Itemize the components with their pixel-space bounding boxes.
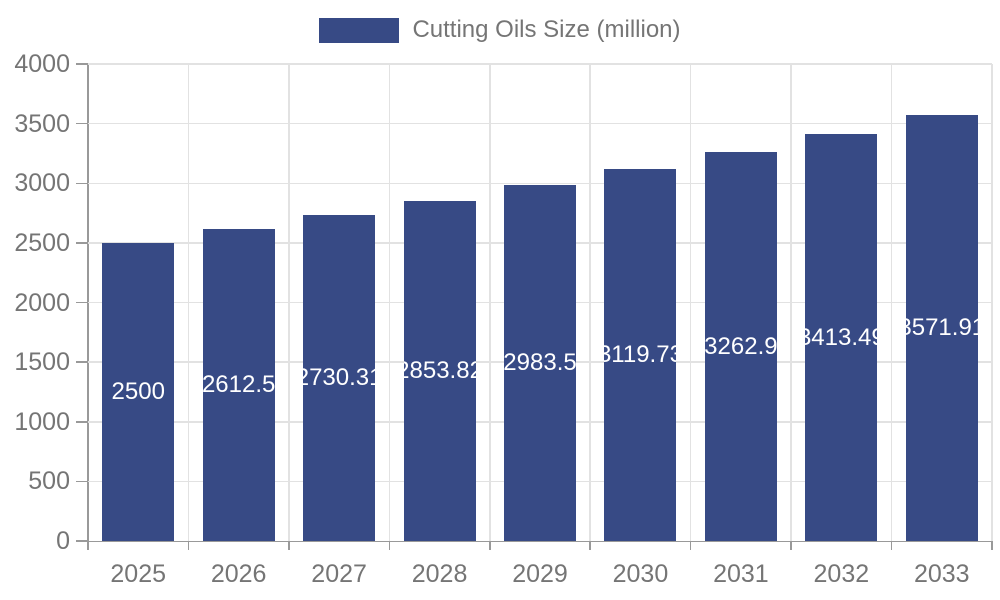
- v-gridline: [991, 64, 993, 541]
- h-gridline: [88, 122, 992, 125]
- y-axis-tick: [76, 301, 88, 304]
- v-gridline: [288, 64, 290, 541]
- bar[interactable]: 3262.9: [704, 152, 777, 541]
- v-gridline: [388, 64, 391, 541]
- bar-value-label: 2730.31: [303, 364, 375, 391]
- x-axis-tick: [388, 541, 391, 550]
- y-axis-tick: [76, 122, 88, 125]
- y-axis-tick-label: 2500: [14, 228, 70, 257]
- bar-value-label: 3262.9: [704, 332, 777, 360]
- y-axis-tick: [76, 421, 88, 423]
- x-axis-tick-label: 2032: [813, 560, 870, 588]
- bar-value-label: 2500: [111, 378, 165, 405]
- bar-value-label: 3571.91: [906, 314, 978, 341]
- v-gridline: [187, 64, 190, 541]
- bar-value-label: 3413.49: [805, 323, 877, 351]
- bar-value-label: 3119.73: [604, 341, 677, 368]
- y-axis-tick-label: 3500: [14, 109, 70, 138]
- x-axis-tick-label: 2026: [210, 560, 267, 588]
- bar-value-label: 2853.82: [404, 357, 476, 384]
- x-axis-tick-label: 2027: [311, 560, 367, 588]
- y-axis-tick: [76, 182, 88, 184]
- h-gridline: [88, 182, 992, 184]
- y-axis-tick-label: 0: [56, 527, 70, 555]
- bar[interactable]: 2730.31: [303, 215, 376, 541]
- v-gridline: [489, 64, 491, 541]
- x-axis-tick-label: 2033: [913, 560, 970, 588]
- legend-item[interactable]: Cutting Oils Size (million): [0, 16, 1000, 44]
- x-axis-tick: [589, 541, 591, 550]
- y-axis-tick: [76, 63, 88, 65]
- x-axis-tick: [288, 541, 290, 550]
- x-axis-tick: [489, 541, 491, 550]
- y-axis-tick-label: 1500: [14, 348, 70, 377]
- bar[interactable]: 2983.5: [504, 185, 576, 541]
- x-axis-tick: [689, 541, 692, 550]
- x-axis-tick-label: 2025: [110, 560, 167, 588]
- legend-label: Cutting Oils Size (million): [412, 16, 681, 43]
- legend-swatch: [319, 17, 400, 43]
- x-axis-tick: [87, 541, 89, 550]
- y-axis-tick-label: 1000: [14, 407, 70, 436]
- x-axis-tick: [991, 541, 993, 550]
- x-axis-line: [87, 540, 992, 542]
- h-gridline: [88, 63, 992, 65]
- x-axis-tick: [790, 541, 792, 550]
- x-axis-tick: [890, 541, 893, 550]
- plot-area: 2500 2612.5 2730.31 2853.82 2983.5 3119.73 326…: [76, 63, 993, 550]
- x-axis-tick-label: 2031: [713, 560, 769, 588]
- y-axis-tick: [76, 361, 88, 363]
- bar-value-label: 2983.5: [504, 349, 576, 376]
- x-axis-tick-label: 2028: [411, 560, 468, 588]
- y-axis-tick-label: 2000: [14, 288, 70, 317]
- y-axis-tick-label: 4000: [14, 50, 70, 78]
- bar[interactable]: 3413.49: [805, 134, 878, 541]
- v-gridline: [589, 64, 591, 541]
- v-gridline: [790, 64, 792, 541]
- y-axis-tick-label: 500: [28, 467, 70, 496]
- bar-value-label: 2612.5: [202, 371, 275, 398]
- y-axis-tick: [76, 242, 88, 244]
- x-axis-tick-label: 2030: [612, 560, 669, 588]
- y-axis-tick: [76, 480, 88, 483]
- v-gridline: [890, 64, 893, 541]
- y-axis-tick-label: 3000: [14, 169, 70, 198]
- x-axis-tick-label: 2029: [512, 560, 568, 588]
- v-gridline: [689, 64, 692, 541]
- bar[interactable]: 2853.82: [403, 201, 476, 541]
- x-axis-tick: [187, 541, 190, 550]
- y-axis-tick: [76, 540, 88, 542]
- bar[interactable]: 3571.91: [905, 115, 978, 541]
- bar[interactable]: 2500: [102, 243, 175, 541]
- bar[interactable]: 2612.5: [202, 229, 275, 541]
- bar[interactable]: 3119.73: [604, 169, 677, 541]
